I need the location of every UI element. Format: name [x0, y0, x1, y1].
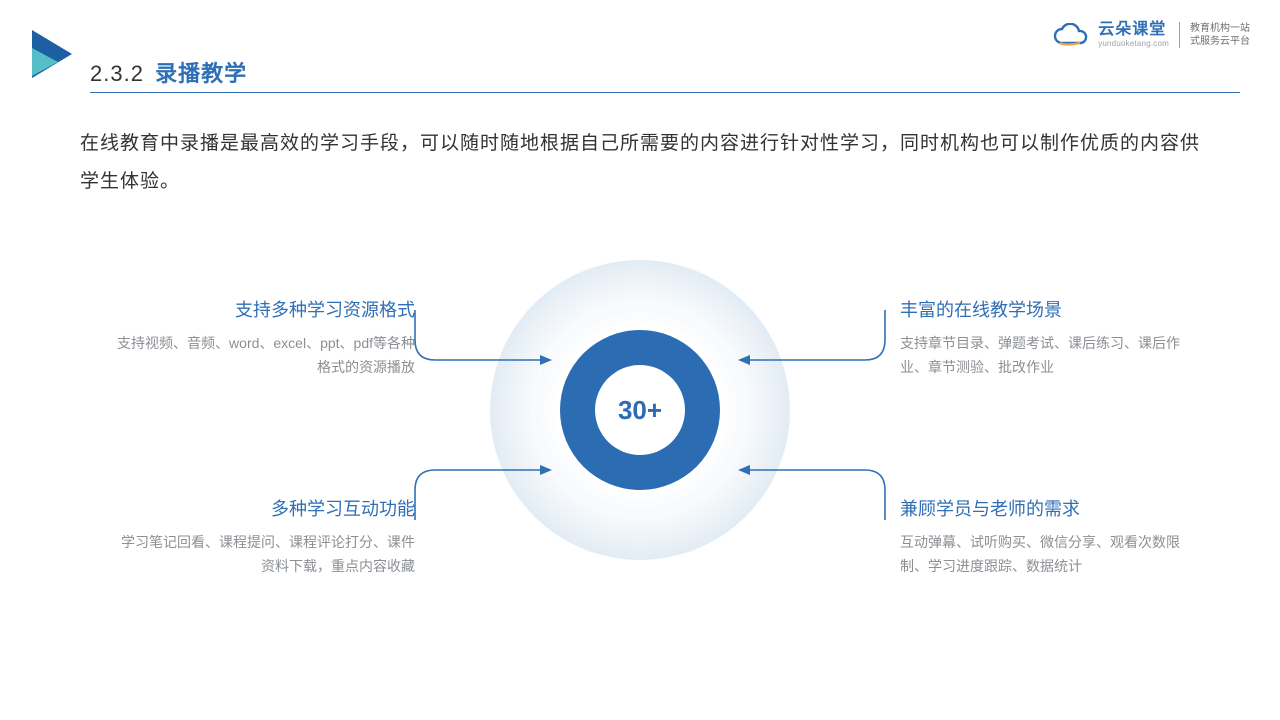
section-heading: 2.3.2 录播教学 — [90, 56, 247, 88]
logo-divider — [1179, 22, 1180, 48]
feature-top-right: 丰富的在线教学场景 支持章节目录、弹题考试、课后练习、课后作业、章节测验、批改作… — [900, 296, 1200, 380]
feature-title: 多种学习互动功能 — [115, 495, 415, 521]
feature-bottom-right: 兼顾学员与老师的需求 互动弹幕、试听购买、微信分享、观看次数限制、学习进度跟踪、… — [900, 495, 1200, 579]
feature-title: 支持多种学习资源格式 — [115, 296, 415, 322]
tagline-line1: 教育机构一站 — [1190, 22, 1250, 35]
intro-paragraph: 在线教育中录播是最高效的学习手段，可以随时随地根据自己所需要的内容进行针对性学习… — [80, 125, 1200, 201]
ring-inner: 30+ — [595, 365, 685, 455]
ring-blue: 30+ — [560, 330, 720, 490]
feature-desc: 支持章节目录、弹题考试、课后练习、课后作业、章节测验、批改作业 — [900, 332, 1200, 380]
brand-text: 云朵课堂 yunduoketang.com — [1098, 22, 1169, 48]
slide-root: 2.3.2 录播教学 云朵课堂 yunduoketang.com 教育机构一站 … — [0, 0, 1280, 720]
brand-name-cn: 云朵课堂 — [1098, 22, 1169, 38]
feature-desc: 支持视频、音频、word、excel、ppt、pdf等各种格式的资源播放 — [115, 332, 415, 380]
ring-label: 30+ — [618, 395, 662, 426]
section-title: 录播教学 — [155, 61, 247, 86]
feature-desc: 学习笔记回看、课程提问、课程评论打分、课件资料下载，重点内容收藏 — [115, 531, 415, 579]
section-number: 2.3.2 — [90, 61, 144, 86]
feature-desc: 互动弹幕、试听购买、微信分享、观看次数限制、学习进度跟踪、数据统计 — [900, 531, 1200, 579]
tagline-line2: 式服务云平台 — [1190, 35, 1250, 48]
feature-bottom-left: 多种学习互动功能 学习笔记回看、课程提问、课程评论打分、课件资料下载，重点内容收… — [115, 495, 415, 579]
center-ring: 30+ — [490, 260, 790, 560]
header-underline — [90, 92, 1240, 93]
brand-tagline: 教育机构一站 式服务云平台 — [1190, 22, 1250, 48]
feature-title: 兼顾学员与老师的需求 — [900, 495, 1200, 521]
feature-top-left: 支持多种学习资源格式 支持视频、音频、word、excel、ppt、pdf等各种… — [115, 296, 415, 380]
cloud-icon — [1052, 23, 1088, 47]
feature-title: 丰富的在线教学场景 — [900, 296, 1200, 322]
brand-logo: 云朵课堂 yunduoketang.com 教育机构一站 式服务云平台 — [1052, 22, 1250, 48]
header-play-icon — [30, 28, 76, 85]
brand-name-en: yunduoketang.com — [1098, 40, 1169, 48]
